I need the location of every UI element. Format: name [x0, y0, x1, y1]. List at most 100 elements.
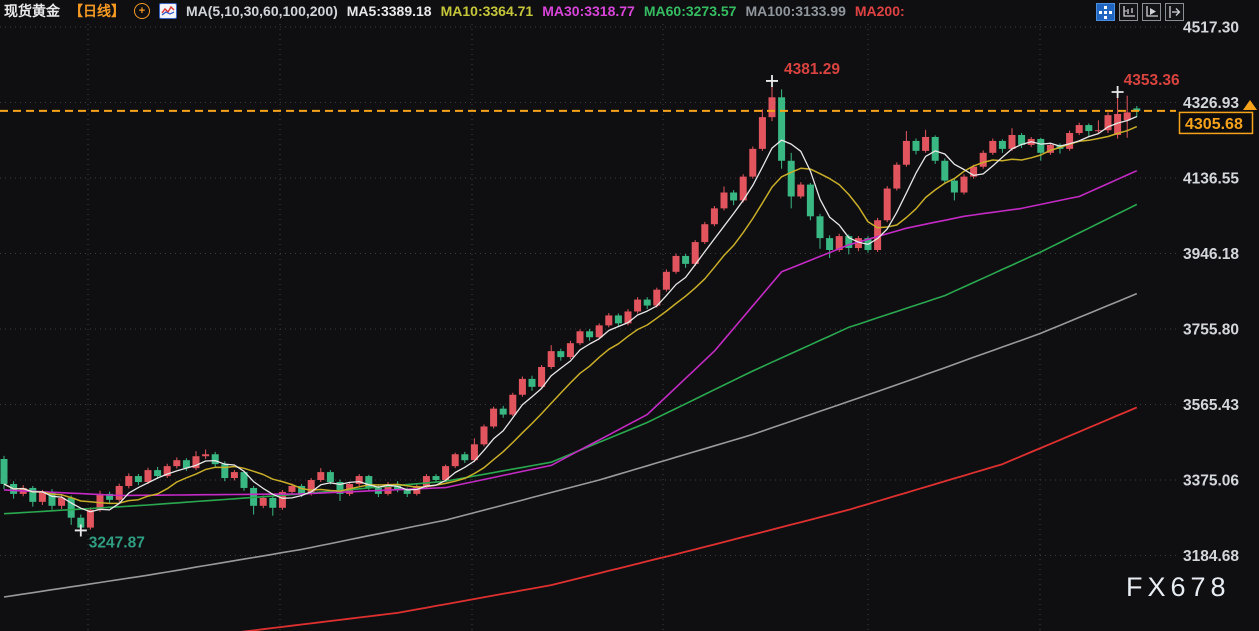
candle-body [499, 408, 507, 415]
candle-body [0, 459, 8, 484]
ma10-line [3, 125, 1138, 505]
candle-body [144, 470, 152, 483]
candle-body [941, 160, 949, 181]
pan-icon[interactable] [1096, 3, 1115, 21]
latest-price-arrow-icon [1243, 100, 1257, 110]
price-cross-marker [766, 74, 778, 87]
candle-body [566, 343, 574, 358]
candle-body [902, 140, 910, 165]
candle-body [58, 497, 66, 506]
candle-body [355, 476, 363, 484]
candle-body [67, 497, 75, 518]
candle-body [298, 485, 306, 494]
candle-body [950, 180, 958, 193]
candle-body [422, 476, 430, 486]
ma60-value: MA60:3273.57 [643, 3, 737, 19]
candle-body [1085, 125, 1093, 132]
candle-body [883, 188, 891, 221]
candle-body [835, 236, 843, 251]
candle-body [643, 299, 651, 306]
fx678-watermark: FX678 [1126, 572, 1231, 602]
candle-body [672, 255, 680, 272]
candle-body [211, 454, 219, 465]
candle-body [614, 315, 622, 324]
y-axis-label: 4326.93 [1183, 95, 1239, 112]
candle-body [1133, 108, 1141, 111]
symbol-name: 现货黄金 [4, 3, 60, 19]
ma100-line [3, 292, 1138, 598]
ma-params-label[interactable]: MA(5,10,30,60,100,200) [186, 3, 338, 19]
candle-body [595, 325, 603, 338]
candle-body [528, 378, 536, 387]
candle-body [288, 485, 296, 492]
y-axis-label: 3184.68 [1183, 548, 1239, 565]
candle-body [106, 493, 114, 500]
ma100-value: MA100:3133.99 [745, 3, 846, 19]
candle-body [970, 166, 978, 177]
play-axis-icon[interactable] [1142, 3, 1161, 21]
candle-body [163, 466, 171, 477]
ma5-value: MA5:3389.18 [346, 3, 432, 19]
y-axis-label: 4517.30 [1183, 20, 1239, 37]
candle-body [787, 160, 795, 197]
y-axis-label: 3755.80 [1183, 322, 1239, 339]
candle-body [768, 97, 776, 118]
candle-body [1114, 113, 1122, 135]
candle-body [701, 224, 709, 243]
ma30-value: MA30:3318.77 [542, 3, 635, 19]
shift-right-icon[interactable] [1165, 3, 1184, 21]
candle-body [317, 472, 325, 481]
candle-body [221, 464, 229, 479]
candle-body [1104, 115, 1112, 131]
fit-left-axis-icon[interactable] [1119, 3, 1138, 21]
candle-body [326, 472, 334, 483]
candle-body [922, 136, 930, 151]
candle-body [662, 271, 670, 290]
candle-body [538, 366, 546, 387]
candle-body [989, 140, 997, 153]
candle-body [998, 140, 1006, 149]
candle-body [134, 476, 142, 483]
candle-body [931, 136, 939, 161]
candle-body [442, 466, 450, 481]
candle-body [192, 456, 200, 469]
candle-body [1037, 138, 1045, 153]
candle-body [173, 460, 181, 467]
candle-body [874, 220, 882, 251]
candle-body [365, 476, 373, 488]
candle-body [854, 238, 862, 249]
candle-body [624, 311, 632, 324]
candle-body [710, 208, 718, 225]
candle-body [38, 491, 46, 502]
candle-body [749, 148, 757, 177]
candle-body [240, 472, 248, 488]
candle-body [125, 476, 133, 486]
candle-body [509, 394, 517, 415]
candle-body [739, 176, 747, 201]
candle-body [634, 299, 642, 312]
candle-body [826, 238, 834, 251]
candle-body [278, 491, 286, 508]
last-price-label: 4305.68 [1185, 116, 1243, 133]
ma30-line [3, 169, 1138, 497]
candle-body [778, 97, 786, 161]
candle-body [182, 460, 190, 469]
candle-body [720, 192, 728, 209]
timeframe-label[interactable]: 【日线】 [69, 3, 125, 19]
candle-body [1123, 112, 1131, 121]
candle-body [461, 454, 469, 461]
candle-body [29, 487, 37, 502]
candle-body [384, 483, 392, 494]
indicator-icon[interactable] [159, 3, 177, 19]
candle-body [202, 454, 210, 457]
candle-body [1046, 144, 1054, 153]
candle-body [154, 470, 162, 477]
candle-body [605, 315, 613, 326]
candle-body [470, 444, 478, 461]
add-icon[interactable]: + [134, 3, 150, 19]
ma200-line [240, 406, 1138, 631]
candle-body [432, 476, 440, 481]
ma10-value: MA10:3364.71 [440, 3, 534, 19]
